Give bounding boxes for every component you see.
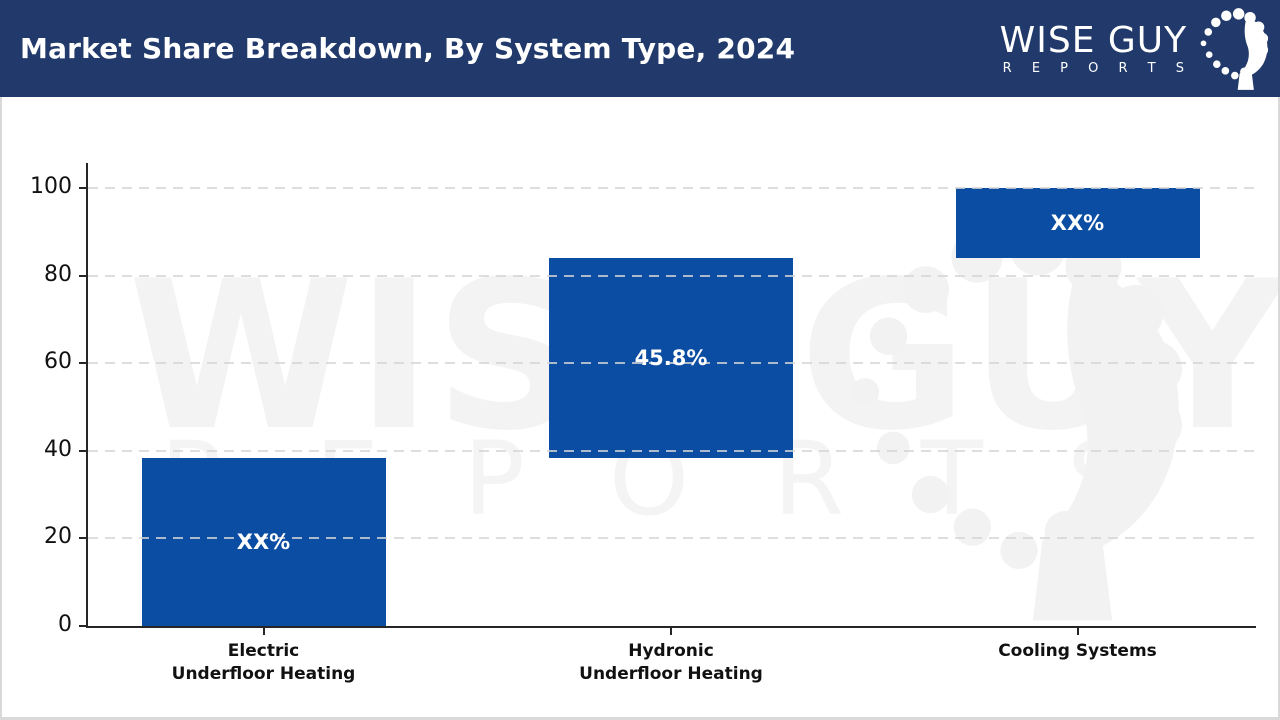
bar-value-label: XX% xyxy=(236,530,291,555)
bar-segment xyxy=(549,257,793,459)
x-category-label: Cooling Systems xyxy=(898,640,1258,663)
y-tick-40 xyxy=(79,449,88,452)
y-axis-line xyxy=(86,163,88,628)
x-tick xyxy=(670,628,672,635)
wise-guy-reports-logo: WISE GUY R E P O R T S xyxy=(1000,7,1280,91)
x-category-label: Hydronic Underfloor Heating xyxy=(491,640,851,686)
y-tick-label-0: 0 xyxy=(58,612,72,637)
gridline-40 xyxy=(88,449,1254,452)
y-tick-20 xyxy=(79,537,88,540)
chart-title: Market Share Breakdown, By System Type, … xyxy=(20,32,796,65)
y-tick-100 xyxy=(79,187,88,189)
y-tick-label-20: 20 xyxy=(44,524,72,550)
x-category-label-line: Hydronic xyxy=(628,641,714,661)
bar-value-label: XX% xyxy=(1050,210,1105,235)
x-tick xyxy=(1076,628,1079,635)
logo-text: WISE GUY R E P O R T S xyxy=(999,19,1192,76)
logo-subtitle: R E P O R T S xyxy=(1002,60,1192,76)
x-category-label-line: Underfloor Heating xyxy=(579,664,763,684)
gridline-80 xyxy=(88,274,1254,277)
x-axis-line xyxy=(86,626,1256,628)
head-silhouette-icon xyxy=(1200,7,1269,90)
x-category-label: Electric Underfloor Heating xyxy=(84,640,444,686)
gridline-60 xyxy=(88,362,1254,365)
gridline-100 xyxy=(88,187,1254,189)
y-tick-label-100: 100 xyxy=(30,174,72,199)
x-category-label-line: Electric xyxy=(227,641,300,661)
bar-segment xyxy=(141,458,386,626)
y-tick-label-40: 40 xyxy=(44,436,72,462)
x-tick xyxy=(262,628,265,635)
y-tick-60 xyxy=(79,362,88,365)
header-bar: Market Share Breakdown, By System Type, … xyxy=(0,0,1280,97)
y-tick-80 xyxy=(79,274,88,277)
x-category-label-line: Underfloor Heating xyxy=(171,664,356,684)
y-tick-label-80: 80 xyxy=(44,261,72,287)
bar-value-label: 45.8% xyxy=(634,345,708,370)
gridline-20 xyxy=(88,537,1254,540)
logo-wordmark: WISE GUY xyxy=(999,19,1188,61)
x-category-label-line: Cooling Systems xyxy=(998,641,1157,661)
y-tick-0 xyxy=(79,625,88,627)
y-tick-label-60: 60 xyxy=(44,349,72,375)
